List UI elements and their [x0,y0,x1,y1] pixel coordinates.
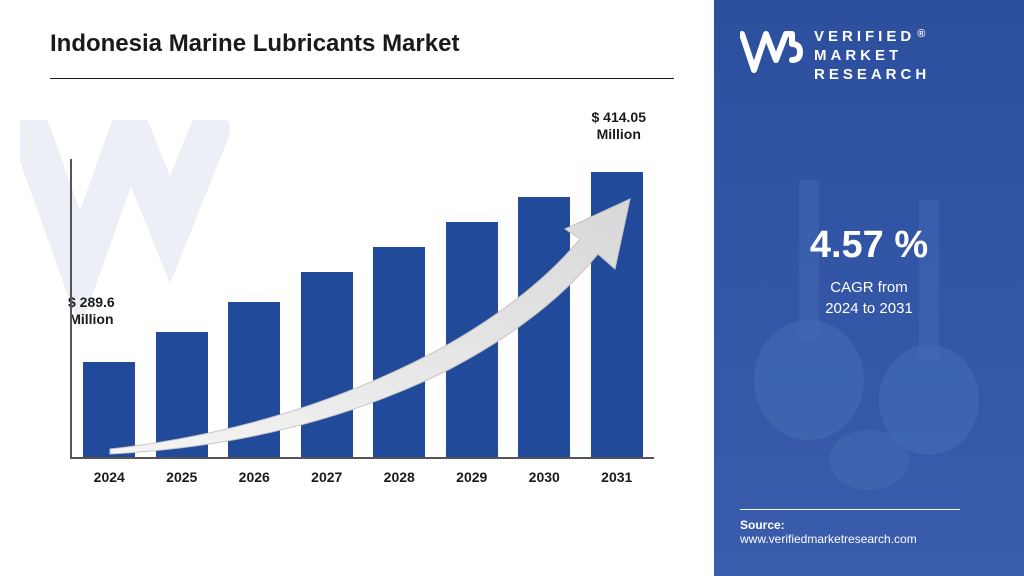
bar-year: 2026 [239,469,270,485]
brand-line: RESEARCH [814,66,930,83]
bar-year: 2029 [456,469,487,485]
bar-2025: 2025 [155,332,210,457]
registered-mark: ® [917,28,929,40]
cagr-caption: CAGR from 2024 to 2031 [740,277,998,319]
bars-container: 2024 2025 2026 2027 2028 2029 [70,159,654,459]
brand-line: VERIFIED [814,28,915,45]
bar-2031: 2031 [590,172,645,457]
bar-2029: 2029 [445,222,500,457]
bar-year: 2028 [384,469,415,485]
value-unit: Million [597,126,641,142]
brand-text: VERIFIED® MARKET RESEARCH [814,28,930,84]
bar-year: 2031 [601,469,632,485]
vm-logo-icon [740,30,804,82]
cagr-block: 4.57 % CAGR from 2024 to 2031 [740,224,998,319]
source-block: Source: www.verifiedmarketresearch.com [740,509,960,546]
bar-2027: 2027 [300,272,355,457]
value-amount: $ 414.05 [592,109,647,125]
source-label: Source: [740,518,960,532]
bar [156,332,208,457]
bar-year: 2024 [94,469,125,485]
bar-2024: 2024 [82,362,137,457]
bar-2028: 2028 [372,247,427,457]
bar-year: 2030 [529,469,560,485]
chart-panel: Indonesia Marine Lubricants Market $ 289… [0,0,714,576]
chart-title: Indonesia Marine Lubricants Market [50,30,674,58]
bar [446,222,498,457]
brand-logo: VERIFIED® MARKET RESEARCH [740,28,998,84]
bar [373,247,425,457]
bar-year: 2027 [311,469,342,485]
caption-line: 2024 to 2031 [825,300,913,317]
bar [228,302,280,457]
bar [591,172,643,457]
bar-year: 2025 [166,469,197,485]
cagr-value: 4.57 % [740,224,998,267]
source-divider [740,509,960,510]
caption-line: CAGR from [830,279,908,296]
bar-2026: 2026 [227,302,282,457]
bar [83,362,135,457]
bar [518,197,570,457]
bar [301,272,353,457]
bar-2030: 2030 [517,197,572,457]
source-url: www.verifiedmarketresearch.com [740,532,960,546]
last-bar-value: $ 414.05 Million [592,109,647,143]
sidebar-panel: VERIFIED® MARKET RESEARCH 4.57 % CAGR fr… [714,0,1024,576]
brand-line: MARKET [814,47,902,64]
bar-chart: $ 289.6 Million $ 414.05 Million 2024 20… [50,119,674,499]
title-underline [50,78,674,79]
